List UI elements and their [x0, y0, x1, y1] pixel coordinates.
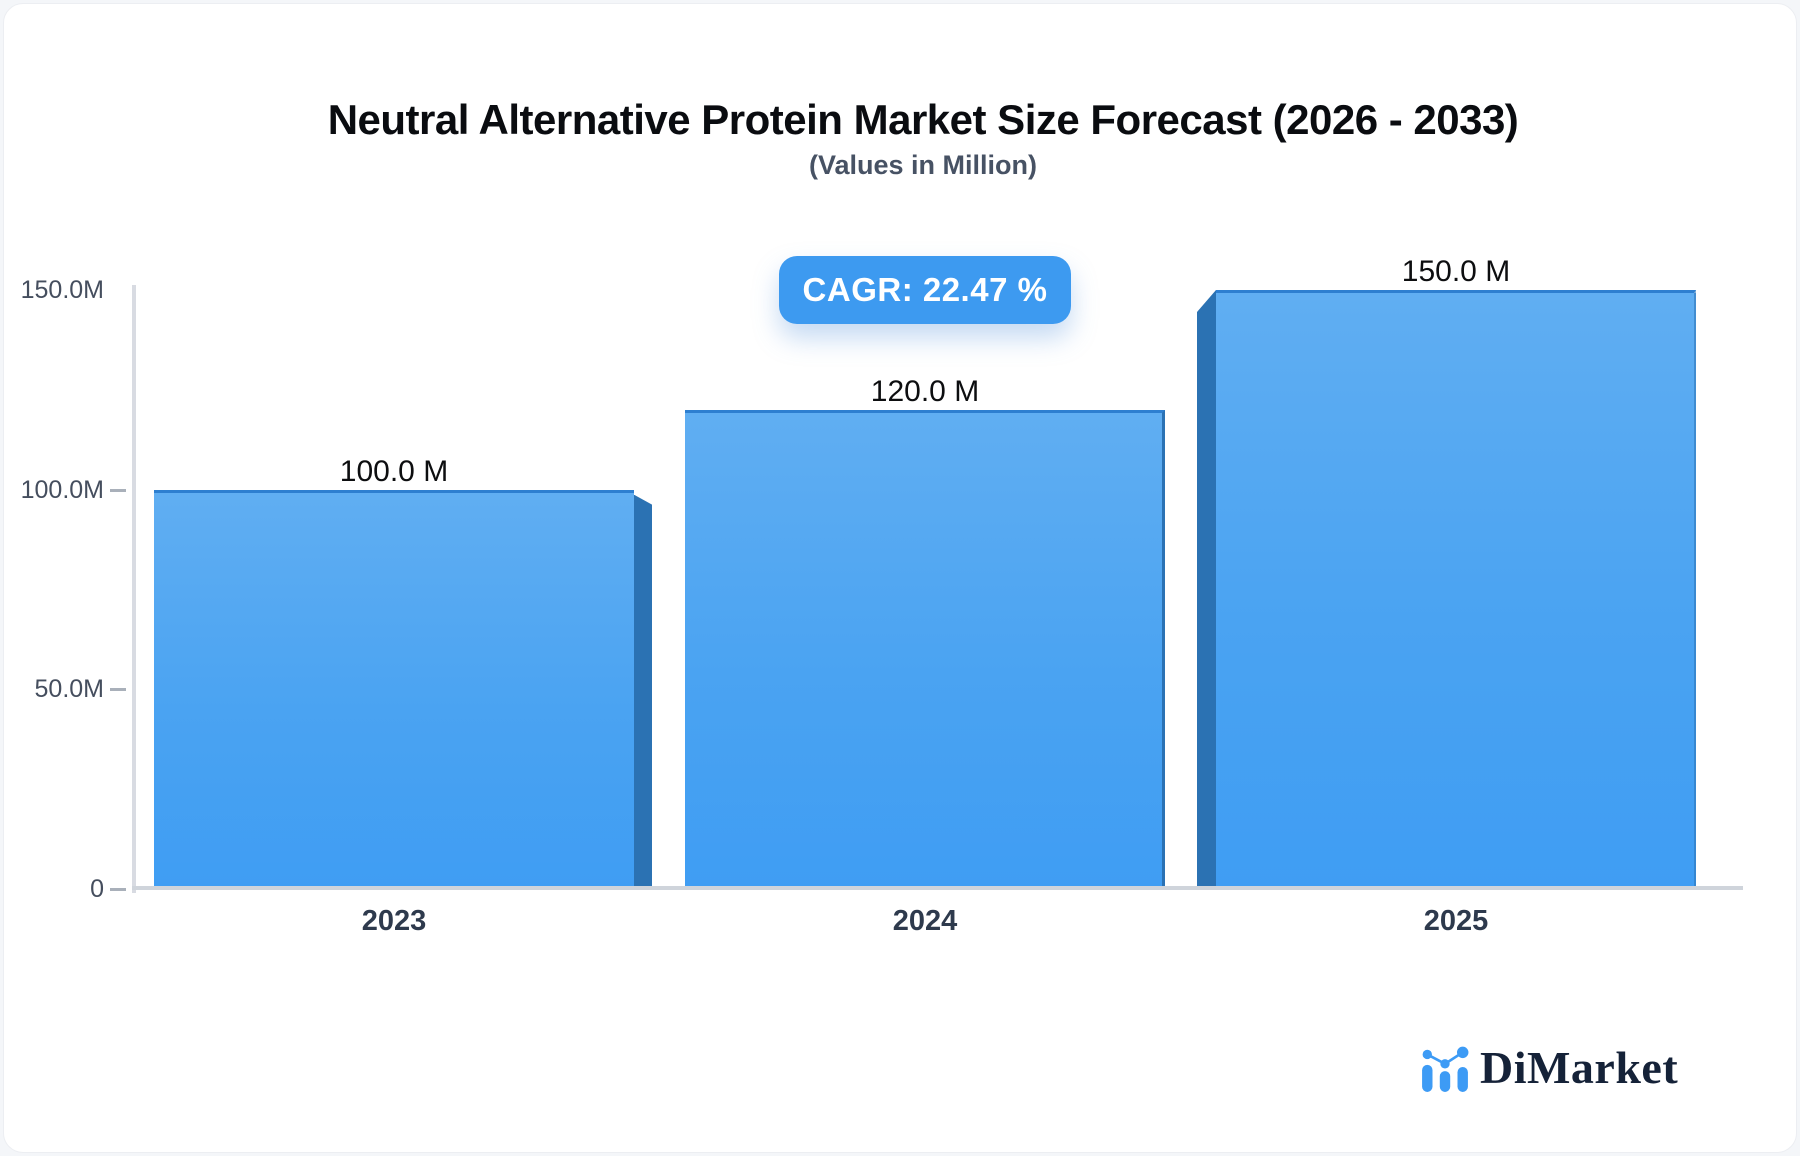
- y-tick-label: 100.0M: [20, 475, 104, 504]
- bar-value-label: 150.0 M: [1401, 255, 1511, 288]
- x-axis-line: [132, 886, 1743, 890]
- chart-subtitle: (Values in Million): [808, 150, 1038, 180]
- bar-value-label: 100.0 M: [339, 454, 449, 488]
- dimarket-logo: DiMarket: [1420, 1042, 1678, 1094]
- bar-2023-side-face: [634, 494, 652, 889]
- y-axis-line: [132, 285, 136, 893]
- y-tick-label: 0: [90, 875, 104, 903]
- mini-bar-chart-logo-icon: [1422, 1046, 1469, 1092]
- bar-value-label: 120.0 M: [870, 374, 980, 408]
- bar-2025: [1216, 290, 1696, 889]
- bar-2025-side-face: [1197, 290, 1216, 889]
- y-tick-label: 50.0M: [34, 675, 104, 704]
- y-tick-mark: [110, 688, 126, 692]
- bar-2023: [154, 489, 634, 889]
- chart-title: Neutral Alternative Protein Market Size …: [327, 96, 1519, 143]
- x-tick-label: 2024: [892, 905, 958, 937]
- x-tick-label: 2023: [361, 905, 427, 937]
- cagr-badge: CAGR: 22.47 %: [779, 256, 1071, 324]
- x-tick-label: 2025: [1423, 905, 1489, 937]
- y-tick-mark: [110, 488, 126, 492]
- chart-card: Neutral Alternative Protein Market Size …: [3, 3, 1797, 1153]
- dimarket-logo-text: DiMarket: [1480, 1042, 1679, 1093]
- y-tick-mark: [110, 888, 126, 891]
- bar-2024: [685, 409, 1165, 889]
- y-tick-label: 150.0M: [20, 276, 104, 304]
